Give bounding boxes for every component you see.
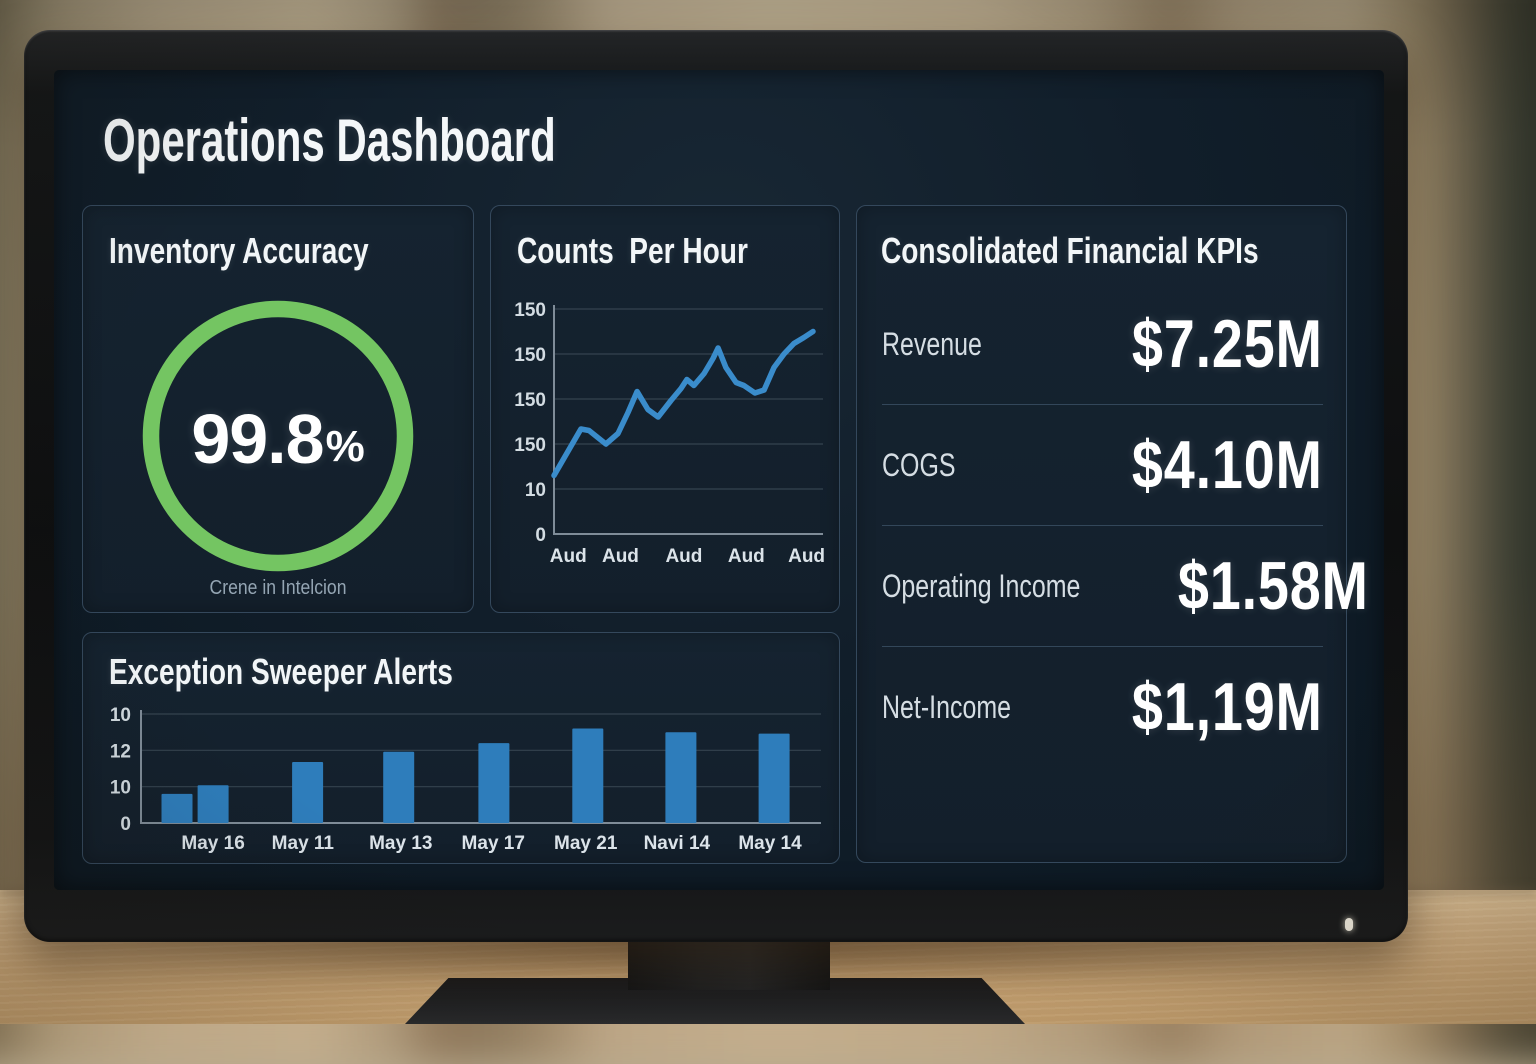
bar	[161, 793, 193, 823]
gauge-value-unit: %	[325, 422, 365, 471]
x-tick-label: Aud	[788, 546, 825, 567]
power-led-icon	[1345, 918, 1353, 931]
y-tick-label: 150	[514, 390, 546, 411]
bar	[292, 762, 324, 823]
kpi-row-revenue: Revenue $7.25M	[882, 284, 1323, 405]
gauge-value-number: 99.8	[191, 400, 324, 478]
bar	[572, 728, 604, 823]
x-tick-label: May 14	[738, 833, 802, 854]
y-tick-label: 0	[120, 814, 131, 835]
axis	[553, 305, 823, 535]
y-tick-label: 10	[525, 480, 546, 501]
gauge-value: 99.8 %	[138, 294, 418, 584]
panel-counts-per-hour: Counts Per Hour 150 150 150 150 10 0 Aud Aud Aud…	[490, 205, 840, 613]
x-tick-label: May 17	[462, 833, 525, 854]
dashboard-screen: Operations Dashboard Inventory Accuracy …	[54, 70, 1384, 890]
alerts-bar-chart: 10 12 10 0 May 16 May 11 May 13 May 17 May 21 Nav…	[110, 705, 821, 854]
kpi-row-cogs: COGS $4.10M	[882, 405, 1323, 526]
x-tick-label: Aud	[550, 546, 587, 567]
x-tick-label: May 16	[181, 833, 244, 854]
y-tick-label: 150	[514, 300, 546, 321]
panel-title-counts: Counts Per Hour	[517, 230, 748, 271]
page-title: Operations Dashboard	[103, 107, 556, 174]
x-tick-label: Aud	[665, 546, 702, 567]
y-tick-label: 150	[514, 345, 546, 366]
x-tick-label: Navi 14	[644, 833, 711, 854]
panel-title-kpis: Consolidated Financial KPIs	[881, 230, 1259, 271]
panel-inventory-accuracy: Inventory Accuracy 99.8 % Crene in Intel…	[82, 205, 474, 613]
kpi-rows: Revenue $7.25M COGS $4.10M Operating Inc…	[857, 284, 1368, 767]
bar	[197, 785, 229, 823]
kpi-value: $1,19M	[1132, 669, 1323, 745]
y-tick-label: 10	[110, 778, 131, 799]
kpi-value: $7.25M	[1132, 306, 1323, 382]
inventory-gauge: 99.8 %	[138, 294, 418, 584]
bar	[758, 733, 790, 823]
y-tick-label: 0	[535, 525, 546, 546]
x-tick-label: Aud	[728, 546, 765, 567]
monitor-bezel: Operations Dashboard Inventory Accuracy …	[24, 30, 1408, 942]
y-tick-label: 10	[110, 705, 131, 726]
bar	[383, 751, 415, 823]
gauge-ring	[142, 300, 414, 572]
x-tick-label: May 21	[554, 833, 618, 854]
panel-exception-sweeper-alerts: Exception Sweeper Alerts 10 12 10 0 May 16 Ma…	[82, 632, 840, 864]
x-tick-label: May 13	[369, 833, 432, 854]
kpi-label: COGS	[882, 446, 956, 483]
bar	[665, 732, 697, 823]
y-tick-label: 12	[110, 741, 131, 762]
x-tick-label: May 11	[272, 833, 335, 854]
gauge-caption: Crene in Intelcion	[209, 577, 347, 599]
kpi-value: $1.58M	[1178, 548, 1370, 624]
kpi-row-operating-income: Operating Income $1.58M	[882, 526, 1368, 647]
panel-title-inventory: Inventory Accuracy	[109, 230, 369, 271]
kpi-label: Operating Income	[882, 567, 1081, 604]
y-tick-label: 150	[514, 435, 546, 456]
kpi-value: $4.10M	[1132, 427, 1323, 503]
bar	[478, 743, 510, 823]
gauge-ring-svg	[142, 300, 414, 572]
x-tick-label: Aud	[602, 546, 639, 567]
kpi-label: Net-Income	[882, 688, 1012, 725]
trend-line	[551, 328, 816, 479]
kpi-label: Revenue	[882, 325, 982, 362]
panel-financial-kpis: Consolidated Financial KPIs Revenue $7.2…	[856, 205, 1368, 863]
kpi-row-net-income: Net-Income $1,19M	[882, 647, 1323, 767]
panel-title-alerts: Exception Sweeper Alerts	[109, 651, 453, 692]
